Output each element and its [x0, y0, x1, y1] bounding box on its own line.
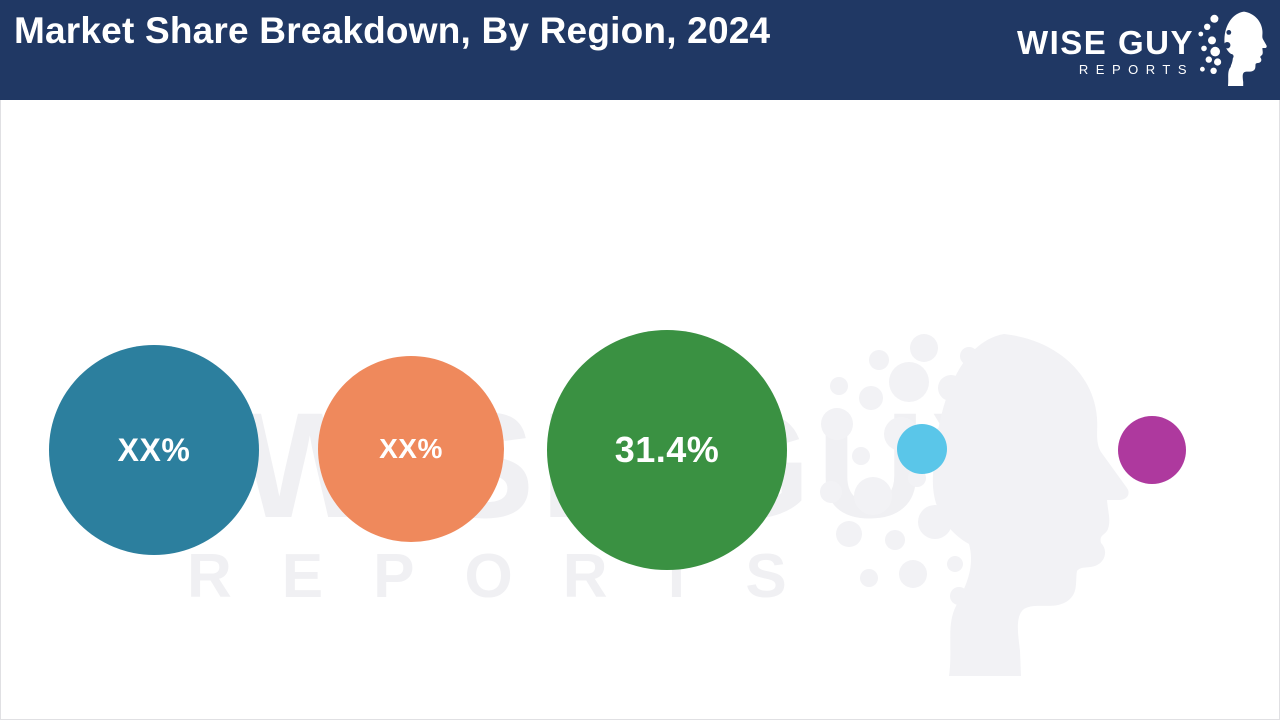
- bubble-apac: 31.4%: [547, 330, 787, 570]
- brand-subtitle: REPORTS: [1078, 62, 1194, 77]
- header-bar: Market Share Breakdown, By Region, 2024 …: [0, 0, 1280, 100]
- chart-area: WISE GUY REPORTS: [0, 100, 1280, 720]
- brand-logo-text: WISE GUY REPORTS: [1017, 26, 1194, 77]
- bubble-value-north-america: XX%: [117, 431, 191, 468]
- bubble-north-america: XX%: [49, 345, 259, 555]
- brand-logo: WISE GUY REPORTS: [1017, 2, 1268, 94]
- bubble-europe: XX%: [318, 356, 504, 542]
- bubble-mea: [1118, 416, 1186, 484]
- brand-name: WISE GUY: [1016, 24, 1194, 61]
- bubble-value-apac: 31.4%: [614, 429, 720, 470]
- bubble-value-europe: XX%: [379, 433, 443, 464]
- watermark-reports-text: REPORTS: [187, 542, 837, 611]
- watermark-head-icon: [820, 334, 1129, 676]
- brand-head-icon: [1198, 11, 1267, 87]
- bubble-south-america: [897, 424, 947, 474]
- page-title: Market Share Breakdown, By Region, 2024: [14, 10, 771, 51]
